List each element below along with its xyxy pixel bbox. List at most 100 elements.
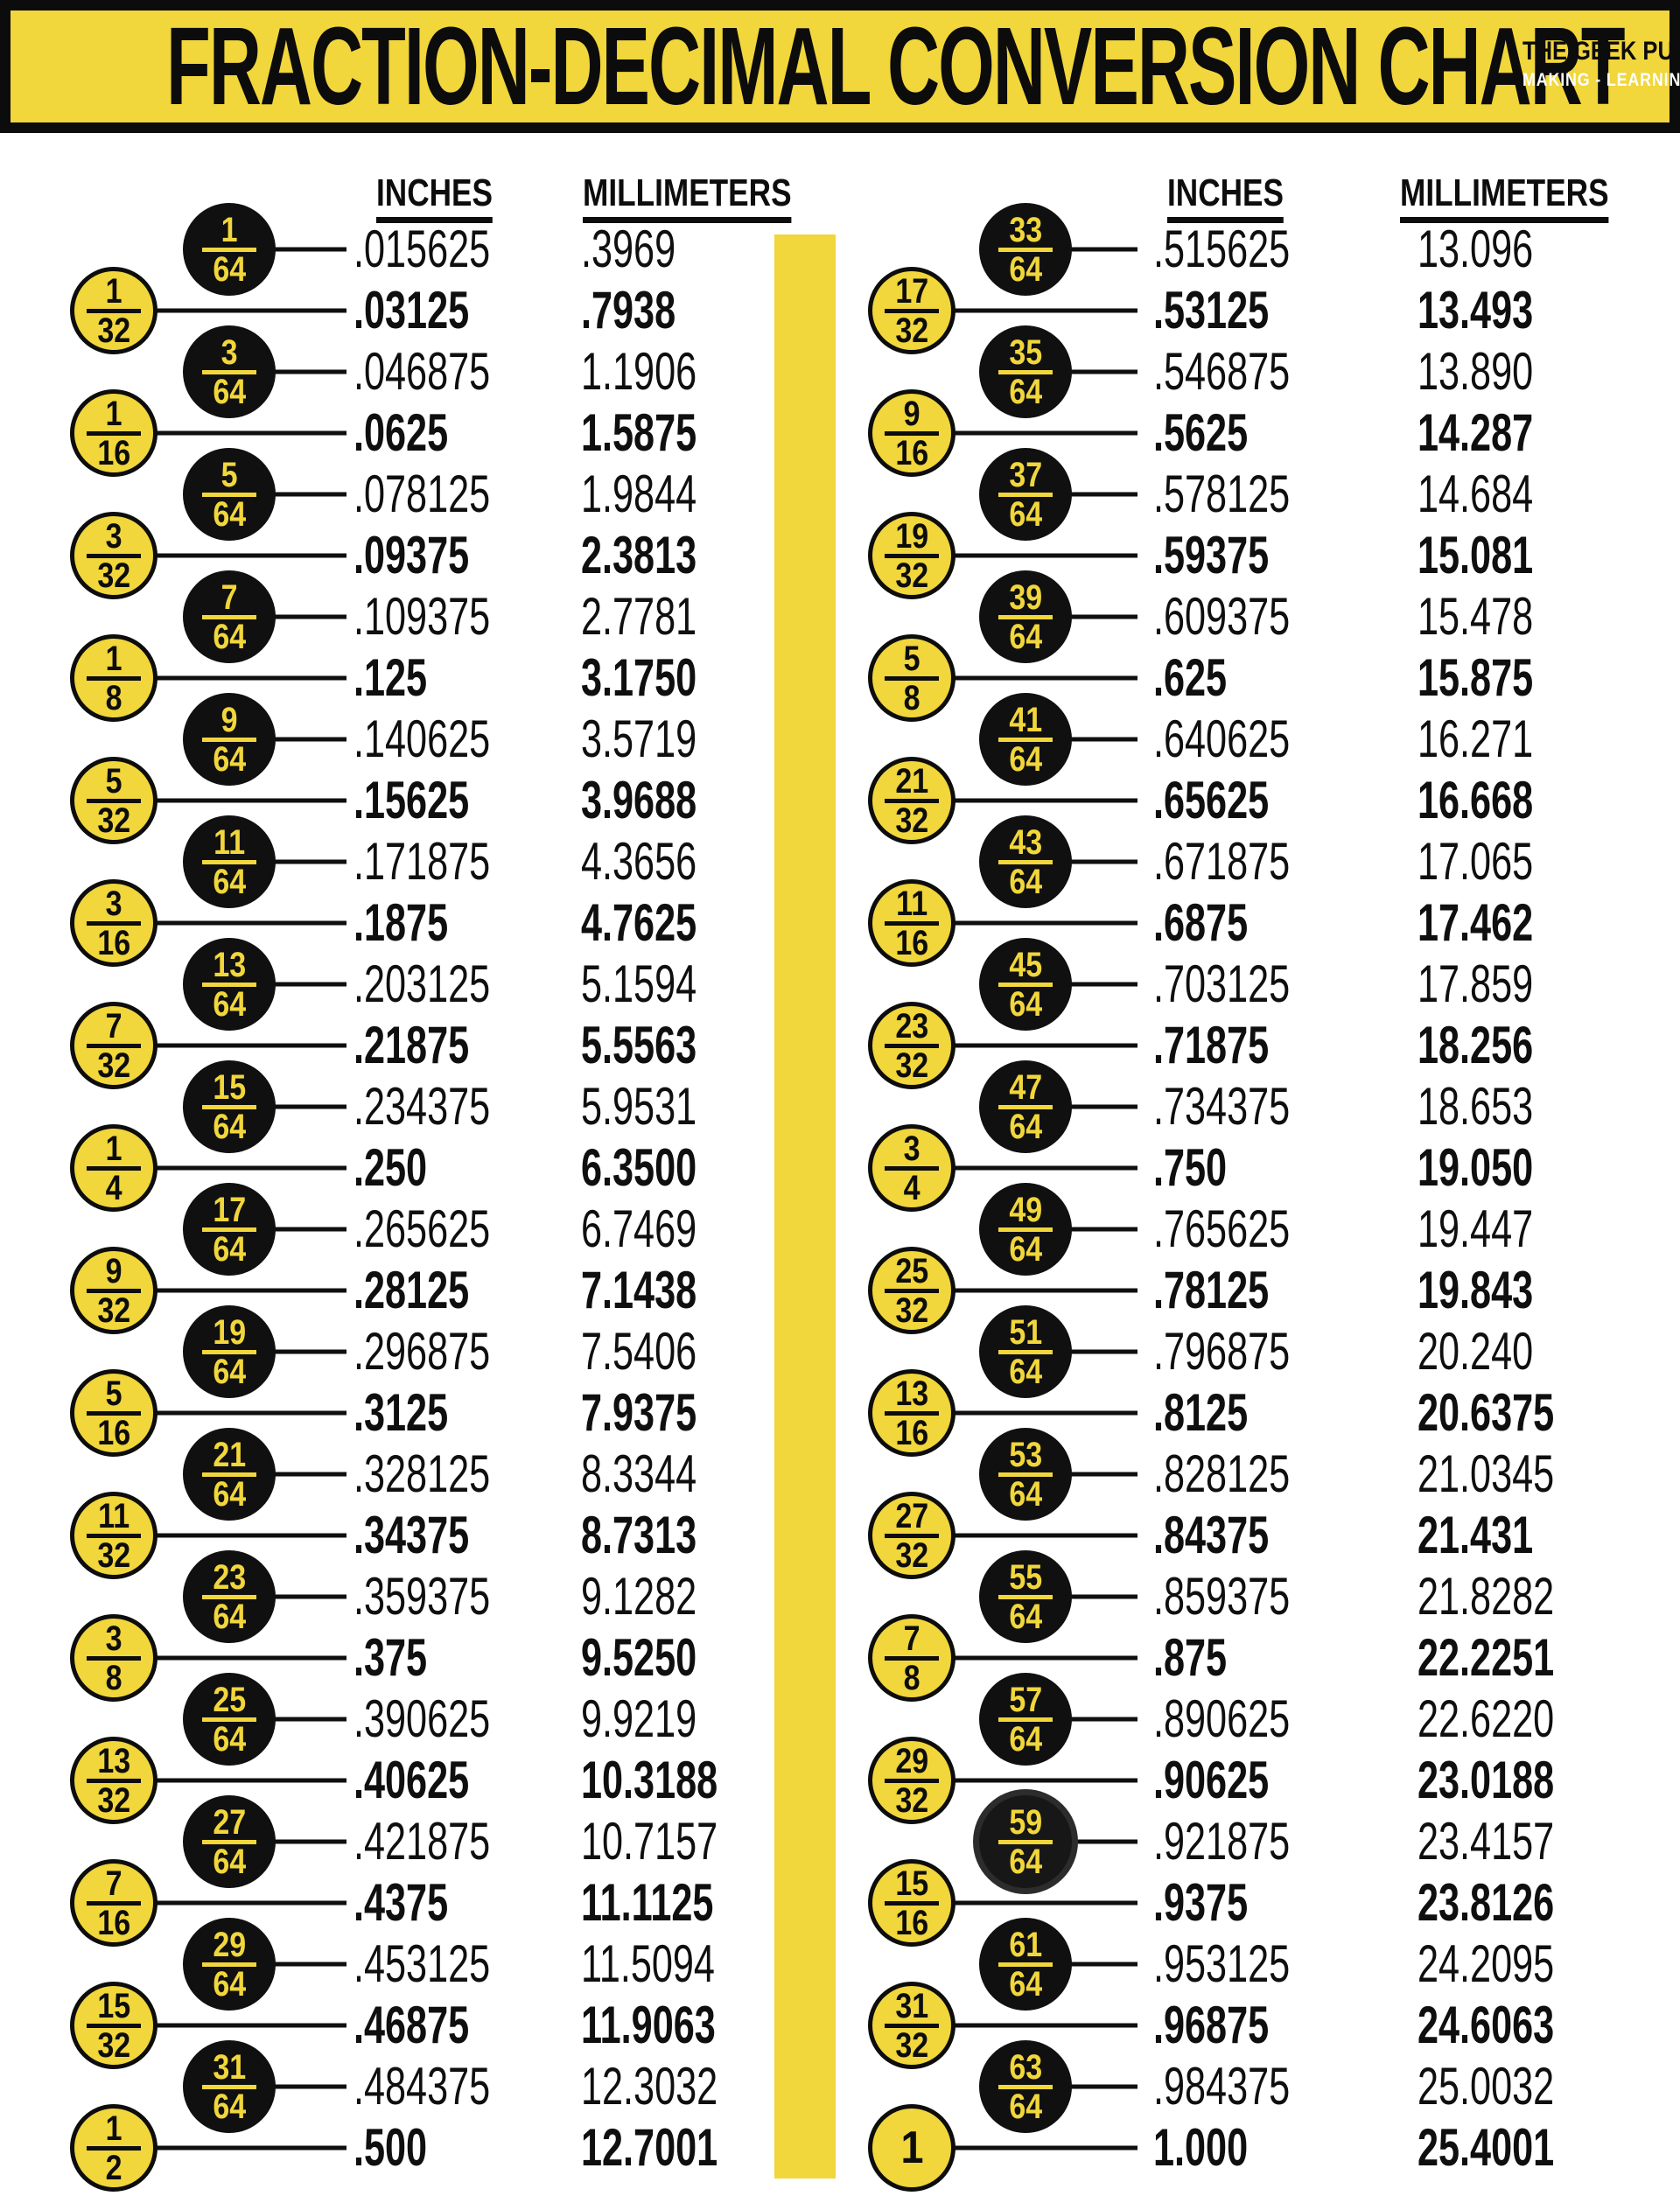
fraction-denominator: 32 bbox=[97, 1535, 130, 1575]
mm-value: 15.081 bbox=[1418, 526, 1534, 584]
fraction-denominator: 64 bbox=[1009, 1107, 1042, 1146]
fraction-denominator: 4 bbox=[903, 1168, 920, 1207]
connector-line bbox=[1067, 1472, 1138, 1477]
table-row: 43 64.671875 17.065 bbox=[0, 815, 1680, 908]
fraction-denominator: 64 bbox=[213, 2087, 246, 2126]
title-bar: FRACTION-DECIMAL CONVERSION CHART THE GE… bbox=[0, 0, 1680, 133]
fraction-badge: 47 64 bbox=[979, 1060, 1072, 1153]
fraction-badge: 7 32 bbox=[70, 1002, 158, 1089]
fraction-numerator: 37 bbox=[1009, 455, 1042, 494]
mm-value: 11.1125 bbox=[581, 1873, 714, 1932]
center-divider bbox=[774, 234, 836, 2179]
fraction-bar bbox=[885, 1410, 939, 1416]
inches-value: .453125 bbox=[354, 1934, 491, 1993]
table-row: 57 64.890625 22.6220 bbox=[0, 1673, 1680, 1766]
table-row: 3 64.046875 1.1906 bbox=[0, 325, 1680, 418]
fraction-numerator: 63 bbox=[1009, 2047, 1042, 2087]
inches-value: .71875 bbox=[1153, 1016, 1270, 1074]
fraction-numerator: 29 bbox=[895, 1741, 928, 1780]
fraction-numerator: 13 bbox=[97, 1741, 130, 1780]
fraction-denominator: 8 bbox=[903, 678, 920, 717]
connector-line bbox=[152, 430, 346, 436]
fraction-numerator: 9 bbox=[220, 700, 238, 739]
inches-value: .250 bbox=[354, 1138, 428, 1197]
fraction-numerator: 21 bbox=[213, 1435, 246, 1474]
connector-line bbox=[950, 1410, 1138, 1416]
fraction-denominator: 64 bbox=[213, 984, 246, 1024]
mm-value: 6.7469 bbox=[581, 1199, 697, 1258]
fraction-denominator: 64 bbox=[1009, 1597, 1042, 1636]
fraction-bar bbox=[885, 675, 939, 681]
fraction-bar bbox=[202, 369, 256, 374]
fraction-badge: 15 16 bbox=[868, 1859, 956, 1947]
fraction-bar bbox=[885, 430, 939, 436]
fraction-badge: 5 32 bbox=[70, 757, 158, 844]
fraction-denominator: 2 bbox=[105, 2148, 122, 2187]
fraction-numerator: 1 bbox=[105, 2109, 122, 2148]
inches-value: .21875 bbox=[354, 1016, 470, 1074]
fraction-badge: 35 64 bbox=[979, 325, 1072, 418]
inches-value: .359375 bbox=[354, 1567, 491, 1626]
mm-value: 10.7157 bbox=[581, 1812, 718, 1871]
fraction-numerator: 31 bbox=[895, 1986, 928, 2025]
connector-line bbox=[152, 2145, 346, 2151]
inches-value: .546875 bbox=[1153, 342, 1291, 401]
inches-value: .90625 bbox=[1153, 1751, 1270, 1809]
fraction-numerator: 5 bbox=[220, 455, 238, 494]
inches-value: .921875 bbox=[1153, 1812, 1291, 1871]
connector-line bbox=[950, 675, 1138, 681]
fraction-numerator: 17 bbox=[213, 1190, 246, 1229]
mm-value: 2.3813 bbox=[581, 526, 697, 584]
fraction-numerator: 11 bbox=[896, 884, 928, 923]
connector-line bbox=[152, 920, 346, 926]
fraction-badge: 15 32 bbox=[70, 1982, 158, 2069]
table-row: 5 8.625 15.875 bbox=[0, 634, 1680, 722]
inches-value: .109375 bbox=[354, 587, 491, 646]
fraction-badge: 15 64 bbox=[183, 1060, 276, 1153]
fraction-denominator: 64 bbox=[213, 862, 246, 901]
connector-line bbox=[1067, 1594, 1138, 1599]
mm-value: 21.0345 bbox=[1418, 1444, 1555, 1503]
fraction-denominator: 32 bbox=[895, 1290, 928, 1330]
fraction-badge: 23 64 bbox=[183, 1550, 276, 1643]
fraction-denominator: 16 bbox=[97, 433, 130, 472]
connector-line bbox=[270, 492, 346, 497]
fraction-denominator: 32 bbox=[97, 2025, 130, 2065]
table-row: 21 32.65625 16.668 bbox=[0, 757, 1680, 844]
inches-value: .46875 bbox=[354, 1996, 470, 2054]
fraction-bar bbox=[885, 1900, 939, 1906]
fraction-badge: 11 32 bbox=[70, 1492, 158, 1579]
mm-value: 1.1906 bbox=[581, 342, 697, 401]
fraction-badge: 59 64 bbox=[979, 1795, 1072, 1888]
fraction-numerator: 43 bbox=[1009, 822, 1042, 862]
fraction-denominator: 64 bbox=[1009, 1474, 1042, 1514]
fraction-bar bbox=[87, 430, 141, 436]
fraction-badge: 3 16 bbox=[70, 879, 158, 967]
fraction-bar bbox=[998, 2084, 1053, 2089]
fraction-numerator: 27 bbox=[895, 1496, 928, 1535]
inches-value: .875 bbox=[1153, 1628, 1228, 1687]
fraction-denominator: 64 bbox=[1009, 372, 1042, 411]
connector-line bbox=[270, 1962, 346, 1967]
table-row: 1 16.0625 1.5875 bbox=[0, 389, 1680, 477]
connector-line bbox=[950, 1288, 1138, 1293]
inches-value: .15625 bbox=[354, 771, 470, 829]
table-row: 3 8.375 9.5250 bbox=[0, 1614, 1680, 1702]
connector-line bbox=[270, 1839, 346, 1844]
fraction-denominator: 4 bbox=[105, 1168, 122, 1207]
fraction-numerator: 39 bbox=[1009, 577, 1042, 617]
fraction-denominator: 64 bbox=[1009, 1229, 1042, 1269]
fraction-numerator: 17 bbox=[895, 271, 928, 311]
fraction-denominator: 64 bbox=[213, 1229, 246, 1269]
connector-line bbox=[1067, 859, 1138, 864]
connector-line bbox=[1067, 982, 1138, 987]
fraction-bar bbox=[885, 2023, 939, 2028]
fraction-denominator: 64 bbox=[213, 739, 246, 779]
inches-value: .96875 bbox=[1153, 1996, 1270, 2054]
fraction-bar bbox=[87, 1533, 141, 1538]
fraction-denominator: 8 bbox=[903, 1658, 920, 1697]
table-row: 63 64.984375 25.0032 bbox=[0, 2040, 1680, 2133]
fraction-denominator: 16 bbox=[97, 1903, 130, 1942]
fraction-denominator: 64 bbox=[213, 1842, 246, 1881]
